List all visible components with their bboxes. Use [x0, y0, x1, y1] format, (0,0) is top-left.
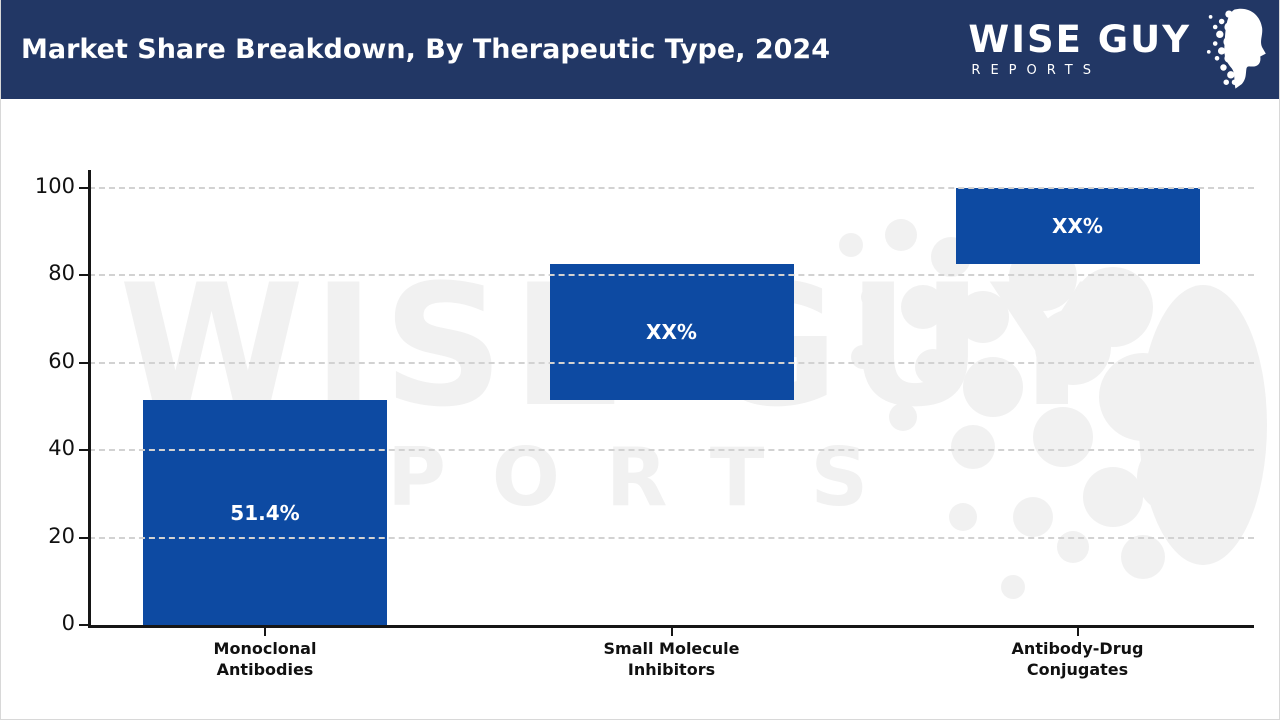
category-label-line: Antibody-Drug	[1011, 639, 1144, 658]
y-axis-tick	[79, 361, 88, 364]
category-label: Monoclonal Antibodies	[105, 638, 425, 680]
y-tick-label: 20	[48, 523, 75, 548]
y-tick-label: 80	[48, 261, 75, 285]
logo-subtext: REPORTS	[971, 63, 1102, 78]
wiseguy-logo: WISE GUY REPORTS	[968, 4, 1275, 96]
bar-value-label: 51.4%	[230, 500, 300, 525]
x-axis-tick	[264, 628, 266, 636]
bar-segment: XX%	[549, 264, 794, 401]
category-label: Small Molecule Inhibitors	[512, 638, 832, 680]
logo-face-icon	[1206, 8, 1266, 89]
category-label-line: Monoclonal	[213, 639, 317, 658]
y-axis-tick	[79, 536, 88, 539]
y-tick-label: 0	[61, 611, 75, 635]
y-axis-tick	[79, 624, 88, 626]
x-axis-tick	[670, 628, 673, 636]
logo-wordmark: WISE GUY	[968, 18, 1191, 61]
page-title: Market Share Breakdown, By Therapeutic T…	[21, 34, 830, 65]
gridline	[89, 186, 1254, 189]
y-axis-tick	[79, 186, 88, 189]
bar-value-label: XX%	[646, 320, 697, 345]
gridline	[89, 274, 1254, 276]
category-label-line: Small Molecule	[603, 639, 740, 658]
y-axis-tick	[79, 274, 88, 276]
watermark-face-dots	[839, 219, 1267, 599]
category-label-line: Conjugates	[1026, 660, 1129, 679]
y-tick-label: 40	[48, 436, 75, 460]
gridline	[89, 449, 1254, 451]
bar-value-label: XX%	[1052, 213, 1103, 238]
category-label: Antibody-Drug Conjugates	[918, 638, 1238, 680]
y-tick-label: 60	[48, 348, 75, 373]
category-label-line: Antibodies	[216, 660, 314, 679]
y-axis-tick	[79, 449, 88, 451]
bar-segment: 51.4%	[143, 400, 387, 625]
gridline	[89, 361, 1254, 364]
x-axis-tick	[1076, 628, 1079, 636]
logo-text: WISE GUY REPORTS	[968, 21, 1191, 78]
y-tick-label: 100	[34, 173, 75, 198]
y-axis-line	[88, 170, 91, 628]
x-axis-line	[88, 625, 1254, 628]
bar-segment: XX%	[955, 187, 1200, 265]
header-bar: Market Share Breakdown, By Therapeutic T…	[1, 0, 1279, 99]
gridline	[89, 536, 1254, 539]
category-label-line: Inhibitors	[627, 660, 716, 679]
